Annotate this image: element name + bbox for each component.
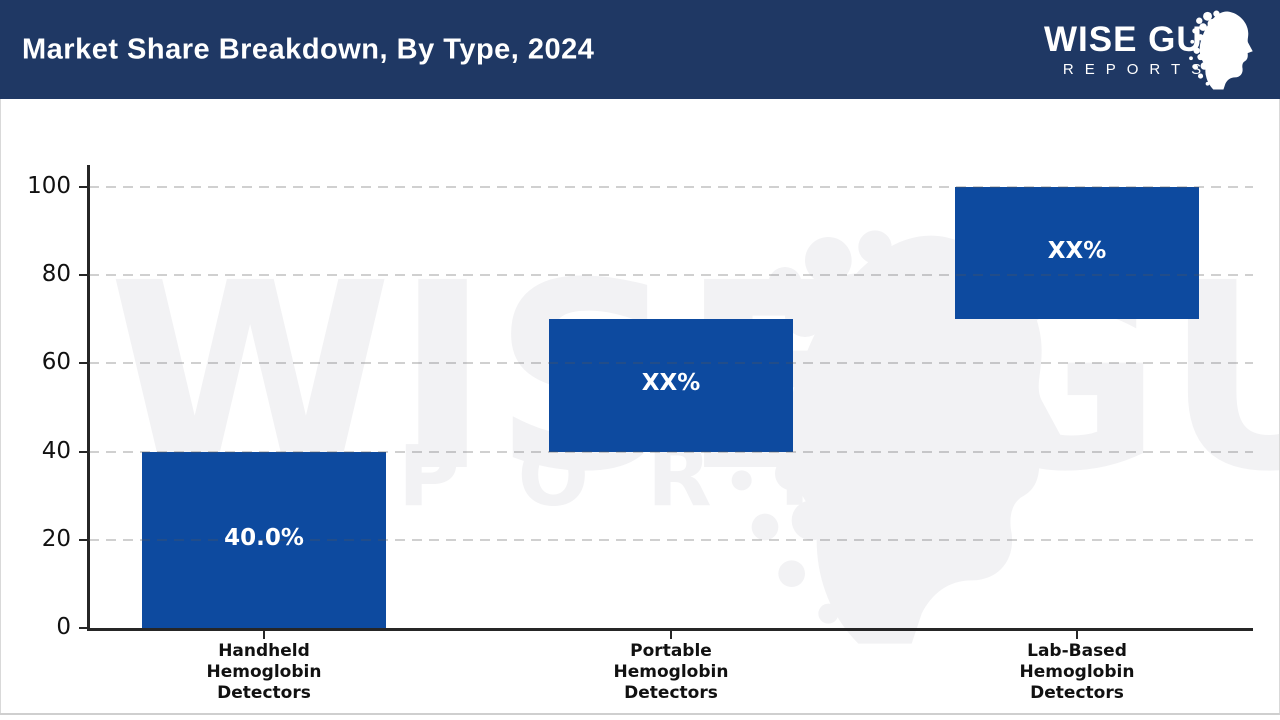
header-bar: Market Share Breakdown, By Type, 2024 WI…	[0, 0, 1280, 99]
bar-value-label: 40.0%	[224, 524, 304, 551]
x-tickmark	[670, 631, 672, 639]
y-axis-line	[87, 165, 90, 631]
x-tick-label: Lab-Based Hemoglobin Detectors	[1019, 641, 1135, 703]
gridline	[89, 362, 1253, 365]
y-tickmark	[79, 274, 89, 277]
bar-value-label: XX%	[641, 370, 701, 397]
x-tickmark	[263, 631, 265, 639]
y-tickmark	[79, 450, 89, 453]
gridline	[89, 274, 1253, 277]
x-tickmark	[1076, 631, 1078, 639]
y-tick-label: 60	[41, 349, 71, 376]
gridline	[89, 538, 1253, 541]
y-tick-label: 20	[41, 525, 71, 552]
y-tick-label: 40	[41, 437, 71, 464]
page-title: Market Share Breakdown, By Type, 2024	[22, 33, 595, 65]
x-tick-label: Handheld Hemoglobin Detectors	[206, 641, 322, 703]
y-tickmark	[79, 627, 89, 629]
x-tick-label: Portable Hemoglobin Detectors	[613, 641, 729, 703]
bottom-divider	[0, 713, 1280, 715]
y-tick-label: 100	[27, 173, 71, 199]
y-tick-label: 80	[41, 261, 71, 288]
bar	[142, 451, 386, 628]
y-tickmark	[79, 362, 89, 365]
wise-guy-logo: WISE GUY REPORTS	[1016, 4, 1266, 96]
logo-reports-label: REPORTS	[1062, 61, 1213, 78]
gridline	[89, 450, 1253, 453]
y-tick-label: 0	[56, 614, 71, 640]
gridline	[89, 186, 1253, 188]
y-tickmark	[79, 538, 89, 541]
x-axis-line	[87, 628, 1253, 631]
logo-head-icon	[1186, 8, 1266, 92]
y-tickmark	[79, 186, 89, 188]
bar-value-label: XX%	[1047, 238, 1107, 265]
